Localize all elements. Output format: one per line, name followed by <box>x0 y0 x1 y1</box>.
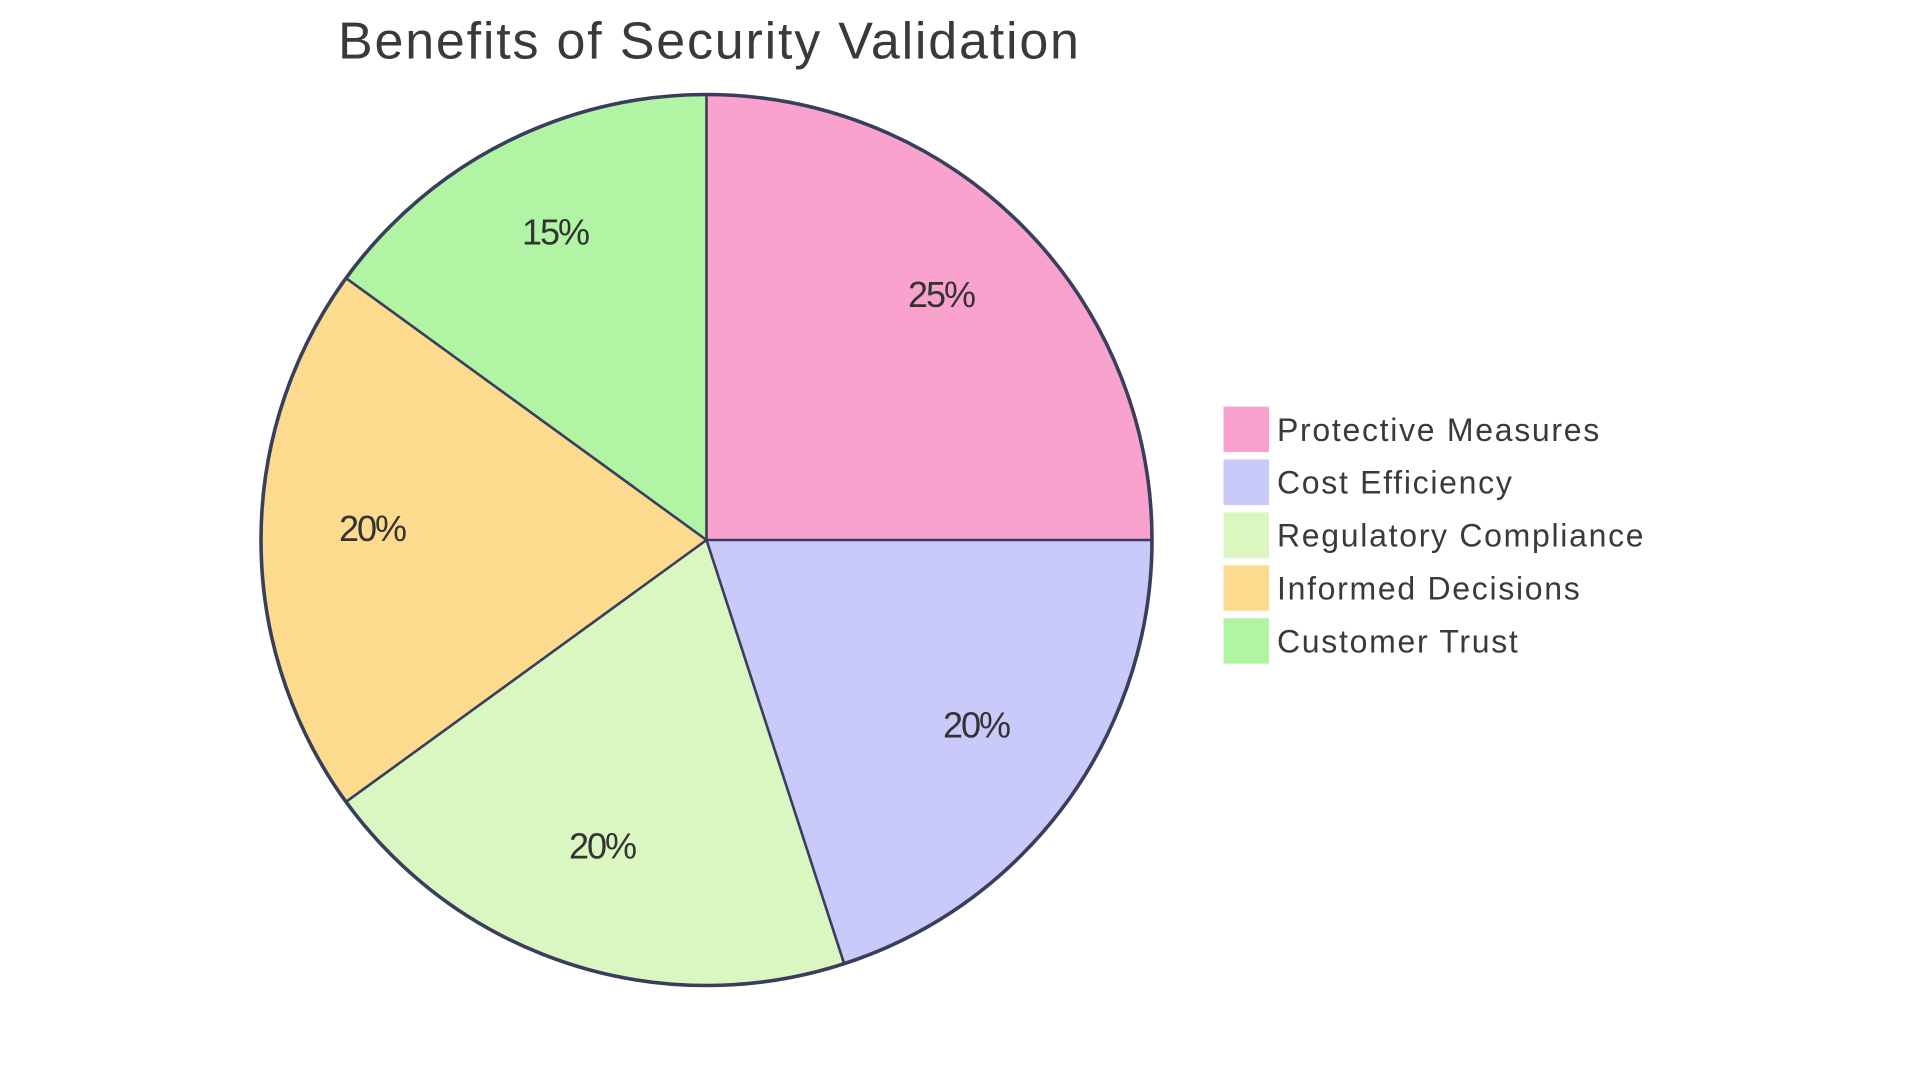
svg-text:Benefits of Security Validatio: Benefits of Security Validation <box>338 13 1081 71</box>
svg-text:Informed Decisions: Informed Decisions <box>1277 571 1582 607</box>
svg-text:15%: 15% <box>522 212 589 253</box>
svg-text:20%: 20% <box>569 826 636 867</box>
svg-text:Cost Efficiency: Cost Efficiency <box>1277 465 1514 501</box>
svg-text:25%: 25% <box>908 274 975 315</box>
svg-text:20%: 20% <box>943 705 1010 746</box>
svg-text:Protective Measures: Protective Measures <box>1277 412 1601 448</box>
svg-text:20%: 20% <box>339 508 406 549</box>
svg-text:Customer Trust: Customer Trust <box>1277 623 1520 659</box>
svg-text:Regulatory Compliance: Regulatory Compliance <box>1277 518 1645 554</box>
